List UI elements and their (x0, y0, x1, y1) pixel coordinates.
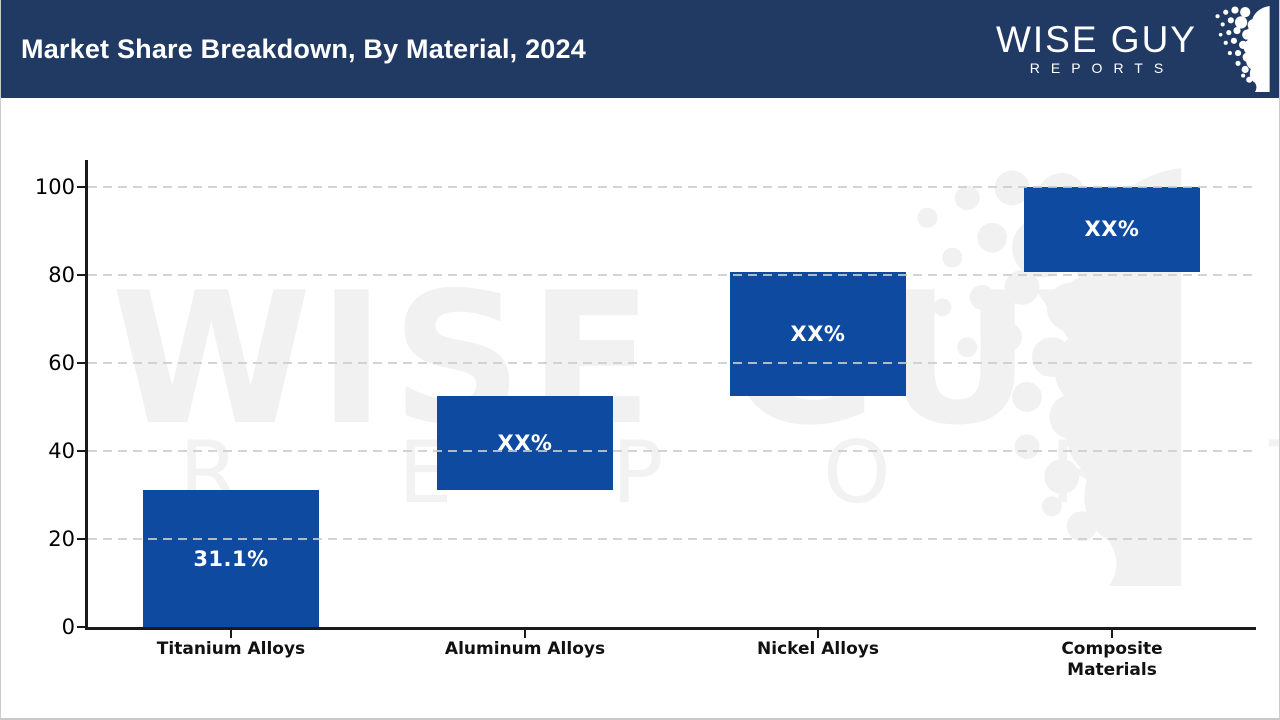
gridline-80 (88, 274, 1254, 276)
brand-logo: WISE GUY REPORTS (996, 6, 1273, 92)
gridline-20 (88, 538, 1254, 540)
gridline-60 (88, 362, 1254, 364)
ytick-mark-80 (77, 274, 85, 276)
brand-head-icon (1201, 6, 1273, 92)
bar-nickel-alloys: XX% (730, 271, 906, 397)
brand-name: WISE GUY (995, 19, 1197, 60)
ytick-label-0: 0 (61, 615, 75, 639)
xtick-mark-1 (524, 630, 526, 638)
x-axis-spine (85, 627, 1256, 630)
bar-composite-materials: XX% (1024, 187, 1200, 272)
xtick-mark-2 (817, 630, 819, 638)
page-title: Market Share Breakdown, By Material, 202… (21, 33, 586, 64)
ytick-label-20: 20 (48, 527, 75, 551)
ytick-label-80: 80 (48, 263, 75, 287)
brand-subname: REPORTS (1029, 60, 1175, 76)
category-label-aluminum-alloys: Aluminum Alloys (444, 639, 606, 659)
watermark-text-primary: WISE GUY (111, 253, 1176, 465)
ytick-label-40: 40 (48, 439, 75, 463)
brand-logo-text: WISE GUY REPORTS (996, 21, 1197, 77)
ytick-mark-0 (77, 626, 85, 628)
bar-titanium-alloys: 31.1% (143, 490, 319, 627)
bar-value-label: 31.1% (193, 546, 269, 571)
watermark-text-secondary: R E P O R T S (179, 423, 1279, 523)
gridline-100 (88, 186, 1254, 188)
ytick-label-100: 100 (34, 175, 75, 199)
ytick-mark-60 (77, 362, 85, 364)
y-axis-spine (85, 160, 88, 630)
bar-value-label: XX% (1084, 217, 1140, 242)
category-label-nickel-alloys: Nickel Alloys (757, 639, 879, 659)
ytick-mark-100 (77, 186, 85, 188)
bar-value-label: XX% (790, 322, 846, 347)
xtick-mark-3 (1111, 630, 1113, 638)
ytick-label-60: 60 (48, 351, 75, 375)
category-label-composite-materials: Composite Materials (1061, 639, 1163, 680)
header-bar: Market Share Breakdown, By Material, 202… (1, 0, 1279, 98)
xtick-mark-0 (230, 630, 232, 638)
bar-aluminum-alloys: XX% (437, 396, 613, 491)
ytick-mark-40 (77, 450, 85, 452)
category-label-titanium-alloys: Titanium Alloys (156, 639, 306, 659)
ytick-mark-20 (77, 538, 85, 540)
gridline-40 (88, 450, 1254, 452)
